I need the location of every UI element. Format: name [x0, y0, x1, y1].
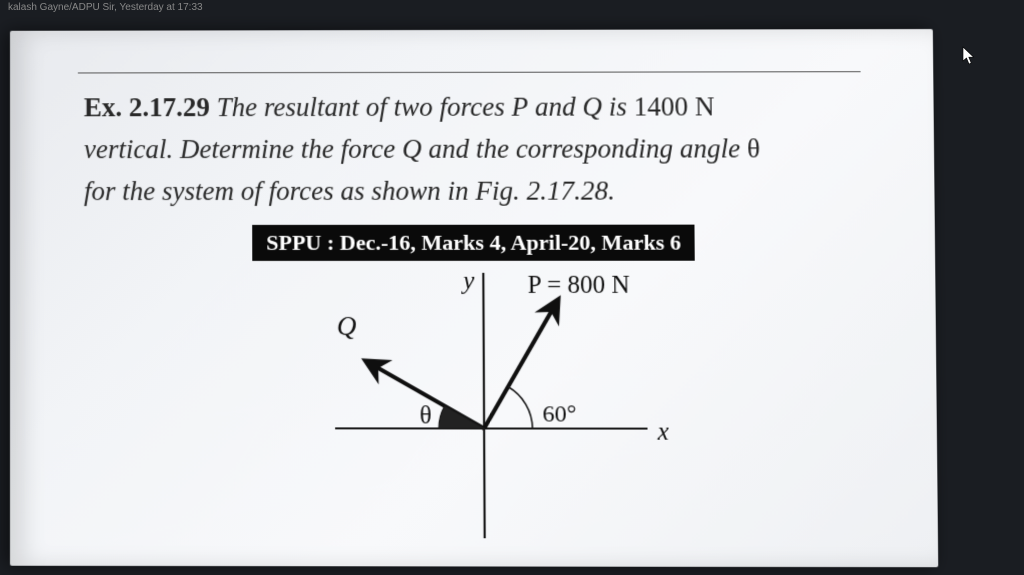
- text-seg: for the system of forces as shown in Fig…: [84, 175, 615, 205]
- diagram-container: x y P = 800 N Q 60° θ: [84, 262, 887, 544]
- cursor-icon: [962, 46, 976, 66]
- text-seg: The resultant of two forces: [217, 92, 505, 122]
- document-page: Ex. 2.17.29 The resultant of two forces …: [10, 29, 938, 567]
- text-seg: and: [535, 92, 576, 122]
- variable-theta: θ: [747, 133, 760, 163]
- angle-60-label: 60°: [542, 401, 576, 427]
- divider-top: [78, 71, 861, 73]
- y-axis: [483, 272, 484, 537]
- exercise-number: Ex. 2.17.29: [84, 92, 210, 122]
- angle-arc-60: [508, 386, 532, 428]
- variable-q2: Q: [402, 134, 422, 164]
- sppu-ribbon: SPPU : Dec.-16, Marks 4, April-20, Marks…: [252, 224, 695, 260]
- text-seg: vertical. Determine the force: [84, 134, 395, 164]
- force-diagram: x y P = 800 N Q 60° θ: [262, 262, 707, 544]
- vector-q-label: Q: [337, 310, 357, 340]
- text-seg: and the corresponding angle: [428, 133, 740, 163]
- x-axis-label: x: [657, 418, 669, 445]
- angle-arc-theta: [439, 405, 484, 428]
- variable-p: P: [512, 92, 529, 122]
- variable-q: Q: [582, 92, 602, 122]
- vector-p-label: P = 800 N: [528, 271, 630, 298]
- angle-theta-label: θ: [420, 402, 432, 429]
- resultant-value: 1400 N: [634, 91, 715, 121]
- y-axis-label: y: [460, 267, 475, 294]
- text-seg: is: [609, 92, 627, 122]
- tab-label: kalash Gayne/ADPU Sir, Yesterday at 17:3…: [0, 0, 211, 15]
- problem-statement: Ex. 2.17.29 The resultant of two forces …: [84, 86, 884, 212]
